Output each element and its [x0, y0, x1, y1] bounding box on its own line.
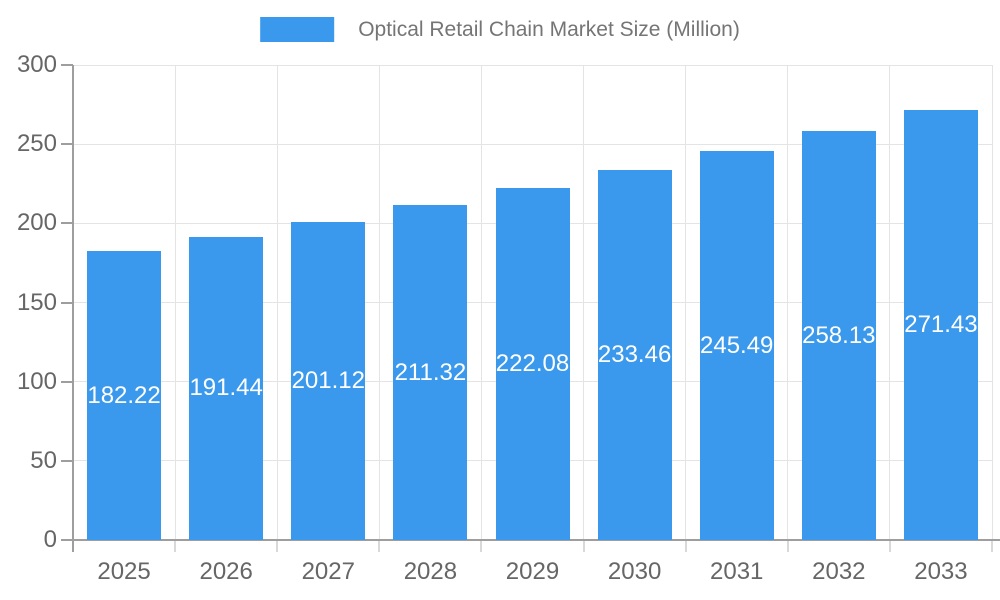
legend-item[interactable]: Optical Retail Chain Market Size (Millio…: [260, 17, 740, 42]
bar[interactable]: [291, 221, 366, 540]
bar[interactable]: [699, 151, 774, 540]
gridline-vertical: [685, 65, 687, 540]
bar-value-label: 245.49: [700, 331, 774, 359]
bar-value-label: 222.08: [495, 350, 570, 378]
y-axis-label: 100: [16, 367, 57, 395]
x-axis-tick: [378, 540, 381, 552]
legend-label: Optical Retail Chain Market Size (Millio…: [358, 17, 740, 41]
x-axis-label: 2032: [812, 558, 866, 585]
x-axis-label: 2030: [607, 558, 662, 585]
x-axis-label: 2027: [301, 558, 355, 585]
x-axis-tick: [991, 540, 993, 552]
gridline-horizontal: [73, 143, 992, 145]
plot-area: 0 50 100 150 200 250 300 182.22 2025 191.44 2026 20…: [17, 51, 1000, 585]
x-axis-tick: [888, 540, 891, 552]
y-axis-tick: [61, 143, 73, 146]
gridline-vertical: [276, 65, 278, 540]
x-axis-tick: [684, 540, 687, 552]
x-axis-label: 2033: [914, 558, 968, 585]
x-axis-tick: [582, 540, 585, 552]
x-axis-label: 2031: [710, 558, 764, 585]
x-axis-label: 2029: [505, 558, 560, 585]
y-axis-label: 250: [16, 130, 57, 158]
bar-value-label: 211.32: [394, 358, 467, 386]
gridline-vertical: [787, 65, 789, 540]
bar[interactable]: [393, 205, 468, 540]
x-axis-tick: [174, 540, 177, 552]
gridline-vertical: [480, 65, 482, 540]
y-axis-label: 200: [16, 209, 57, 237]
x-axis-label: 2028: [403, 558, 458, 585]
bar[interactable]: [189, 236, 264, 540]
y-axis-label: 300: [16, 51, 57, 78]
y-axis-label: 150: [16, 288, 57, 316]
y-axis-tick: [61, 222, 73, 225]
bar-value-label: 233.46: [597, 341, 672, 369]
gridline-vertical: [583, 65, 585, 540]
x-axis-tick: [480, 540, 483, 552]
y-axis-tick: [61, 64, 73, 66]
gridline-vertical: [174, 65, 176, 540]
x-axis-tick: [786, 540, 789, 552]
x-axis-label: 2025: [97, 558, 151, 585]
bar[interactable]: [903, 110, 978, 540]
y-axis-tick: [61, 301, 73, 304]
y-axis-line: [72, 65, 74, 552]
legend-swatch: [260, 17, 335, 42]
gridline-vertical: [991, 65, 993, 540]
gridline-vertical: [378, 65, 380, 540]
gridline-horizontal: [73, 64, 992, 66]
bar-value-label: 258.13: [802, 321, 876, 349]
bar[interactable]: [597, 170, 672, 540]
y-axis-label: 50: [30, 446, 57, 474]
bar-value-label: 271.43: [904, 311, 978, 339]
y-axis-tick: [61, 459, 73, 462]
x-axis-tick: [276, 540, 279, 552]
bar[interactable]: [87, 251, 162, 540]
x-axis-label: 2026: [199, 558, 253, 585]
gridline-vertical: [889, 65, 891, 540]
bar-value-label: 191.44: [189, 374, 263, 402]
bar[interactable]: [495, 188, 570, 540]
x-axis-line: [61, 539, 1000, 541]
y-axis-tick: [61, 380, 73, 383]
bar-value-label: 182.22: [87, 381, 161, 409]
y-axis-label: 0: [43, 526, 57, 553]
bar-value-label: 201.12: [291, 366, 365, 394]
bar[interactable]: [801, 131, 876, 540]
